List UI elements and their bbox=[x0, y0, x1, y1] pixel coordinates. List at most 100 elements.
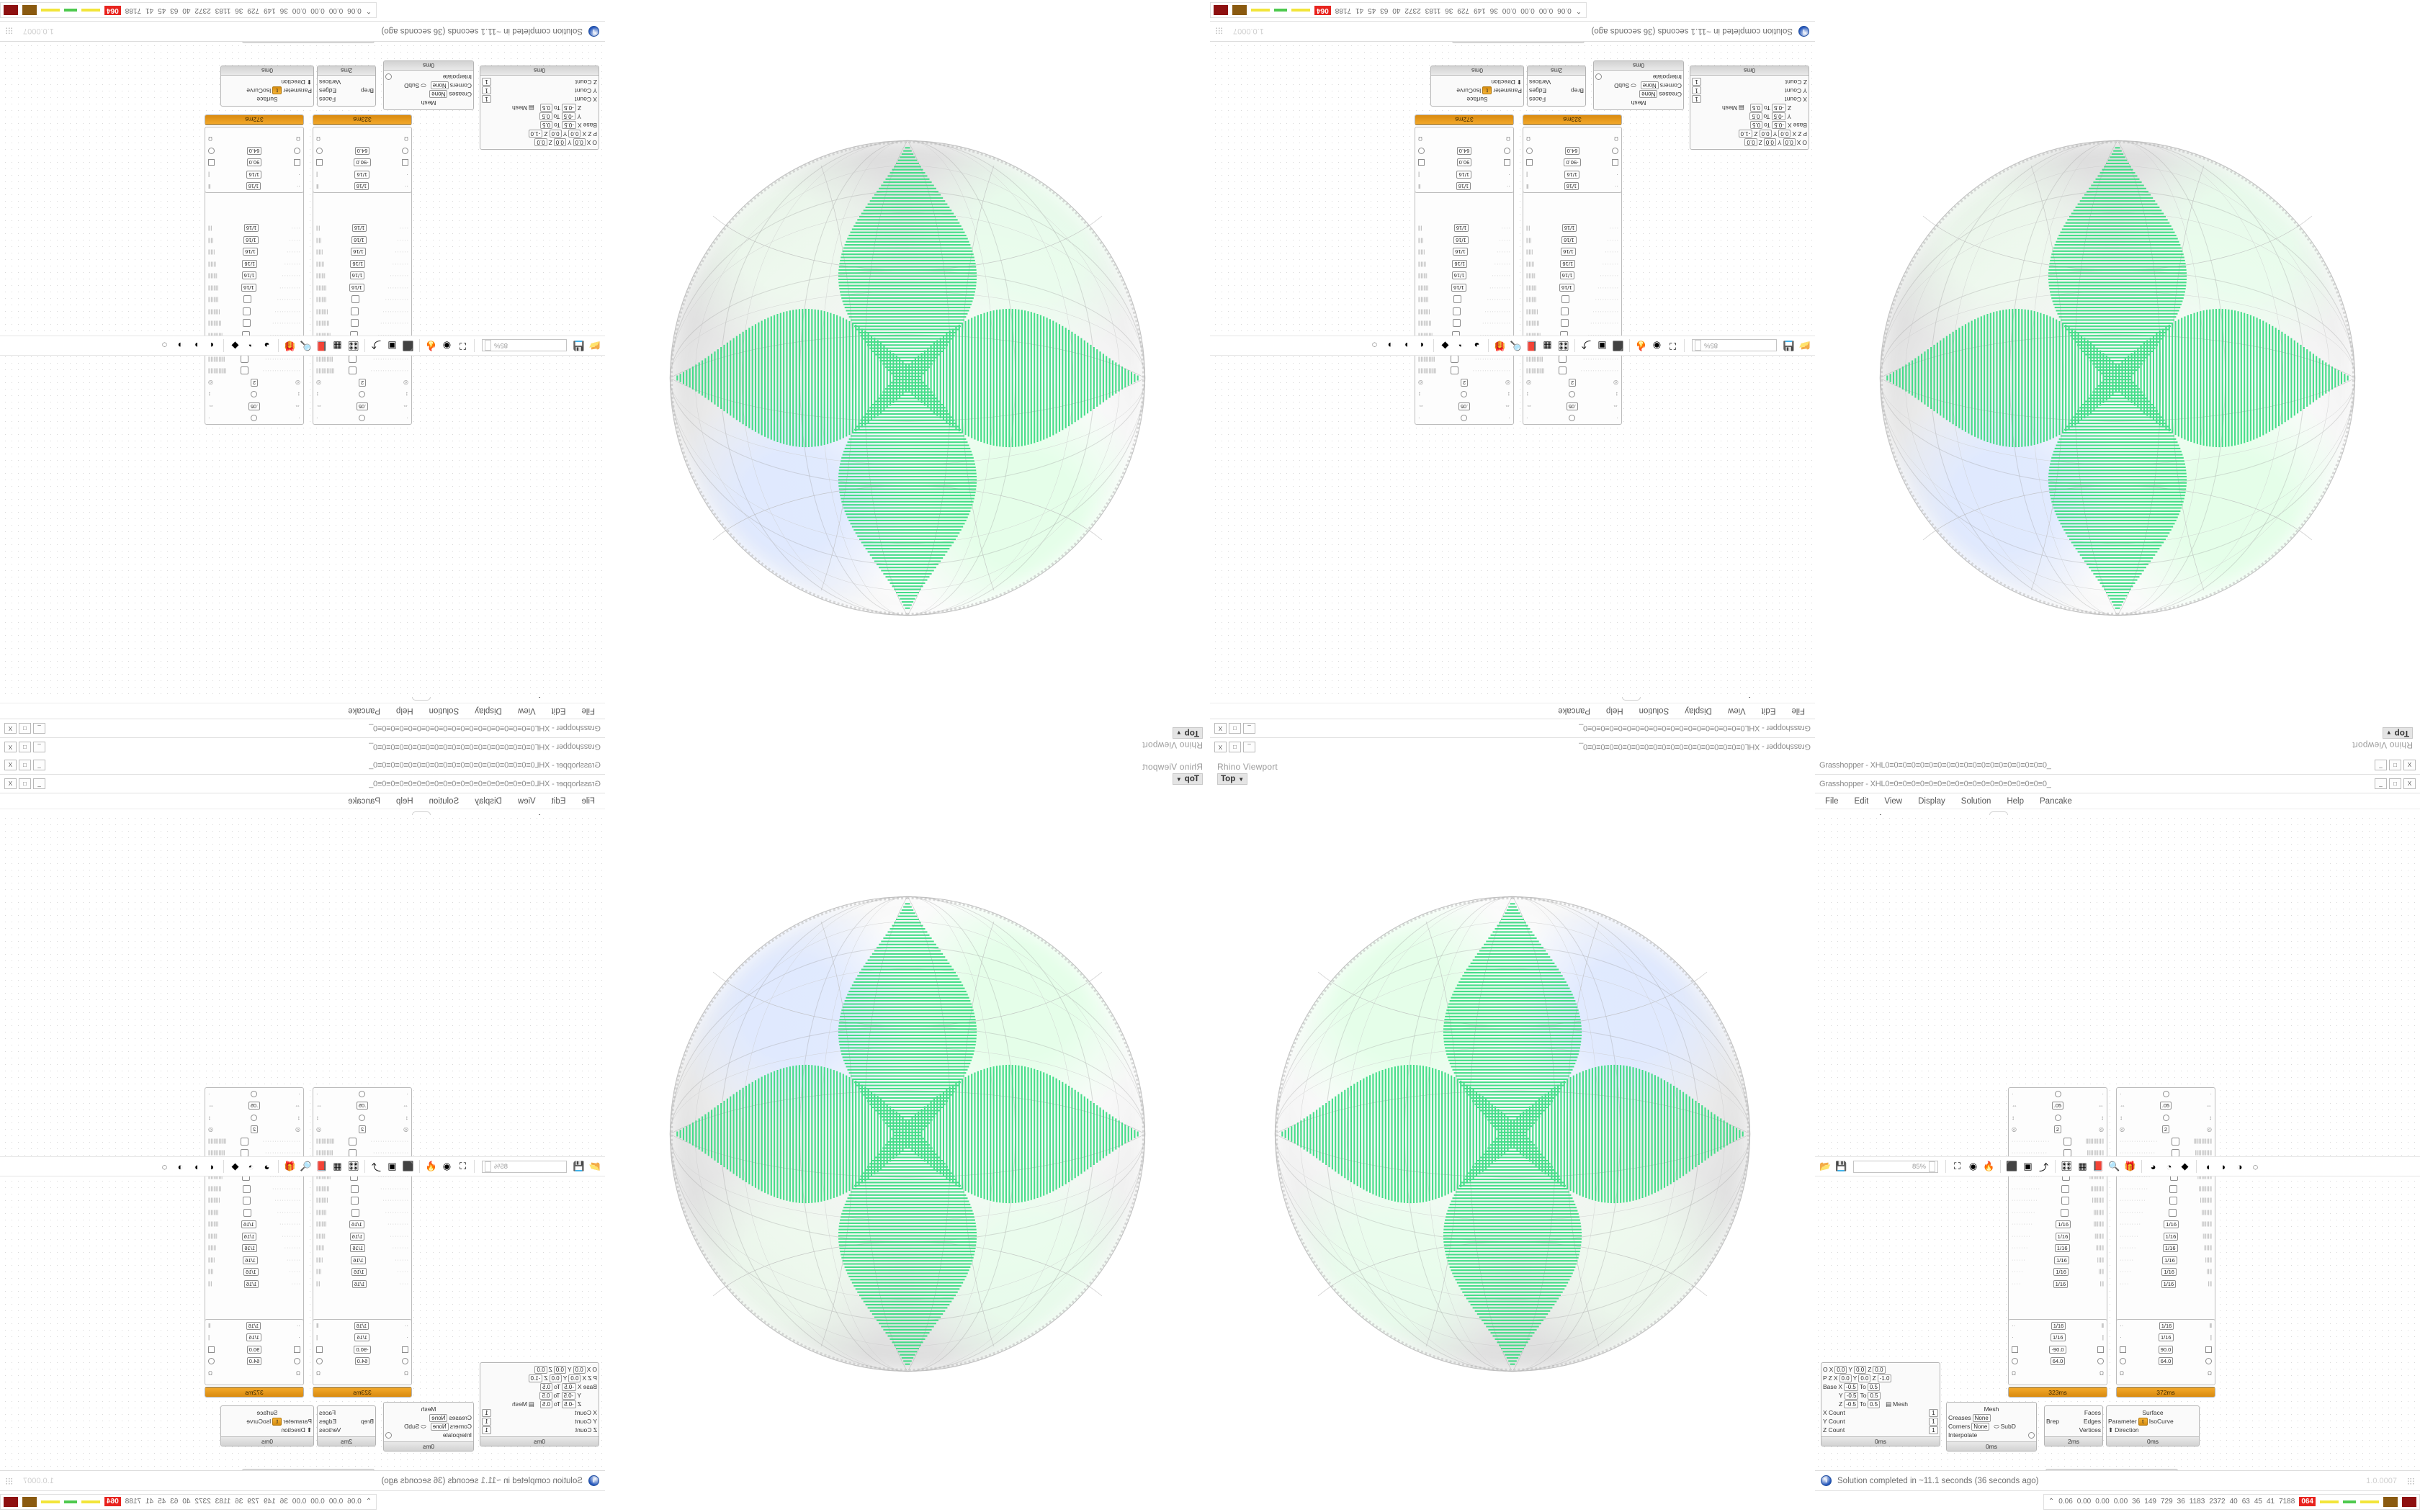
tall-toggle-4[interactable] bbox=[350, 319, 359, 328]
panel-a-count[interactable]: 64.0 bbox=[354, 1357, 370, 1366]
tall-step-1[interactable]: .05 bbox=[356, 1102, 369, 1110]
tall-frac-1[interactable]: 1/16 bbox=[2055, 1232, 2071, 1241]
tall-toggle-6[interactable] bbox=[351, 1208, 360, 1217]
box-count-y[interactable]: 1 bbox=[482, 1417, 491, 1426]
tall-circle-0[interactable] bbox=[2054, 1090, 2061, 1097]
maximize-icon[interactable]: □ bbox=[1229, 742, 1241, 752]
box-p-z[interactable]: -1.0 bbox=[528, 1374, 543, 1382]
tall-toggle-4[interactable] bbox=[2169, 1184, 2178, 1193]
collapse-chevron-icon[interactable]: ⌃ bbox=[2048, 1498, 2055, 1506]
shade-red-icon[interactable]: ◆ bbox=[231, 341, 239, 351]
remote-panel-icon[interactable]: 🎛 bbox=[1557, 341, 1569, 351]
tall-frac-1[interactable]: 1/16 bbox=[349, 1232, 365, 1241]
menu-item-view[interactable]: View bbox=[517, 706, 536, 716]
tall-toggle-5[interactable] bbox=[1561, 307, 1569, 315]
mesh-green-icon[interactable]: ◗ bbox=[2220, 1161, 2227, 1172]
tall-toggle-6[interactable] bbox=[1561, 295, 1570, 304]
minimize-icon[interactable]: _ bbox=[1243, 742, 1255, 752]
panel-b-footer[interactable]: ·· 1/16 ‖ · 1/16 | 90.0 bbox=[205, 1319, 304, 1385]
save-disk-icon[interactable]: 💾 bbox=[1835, 1161, 1847, 1171]
subd-corners-value[interactable]: None bbox=[430, 1422, 449, 1431]
tall-frac-5[interactable]: 1/16 bbox=[2053, 1279, 2069, 1288]
menu-item-display[interactable]: Display bbox=[1918, 796, 1945, 806]
tall-toggle-6[interactable] bbox=[243, 295, 252, 304]
viewport-view-dropdown[interactable]: Top ▼ bbox=[2382, 727, 2413, 739]
subd-interpolate-toggle[interactable] bbox=[385, 1431, 392, 1439]
collapse-chevron-icon[interactable]: ⌃ bbox=[365, 1498, 372, 1506]
tall-toggle-5[interactable] bbox=[1453, 307, 1461, 315]
tall-toggle-6[interactable] bbox=[2168, 1208, 2177, 1217]
panel-a-frac-1[interactable]: 1/16 bbox=[354, 182, 369, 191]
subd-interpolate-toggle[interactable] bbox=[2028, 1431, 2035, 1439]
maximize-icon-2[interactable]: □ bbox=[2389, 778, 2401, 789]
tall-frac-4[interactable]: 1/16 bbox=[351, 1268, 367, 1277]
menu-item-file[interactable]: File bbox=[1825, 796, 1839, 806]
open-folder-icon[interactable]: 📂 bbox=[1798, 341, 1811, 351]
tall-toggle-6[interactable] bbox=[1453, 295, 1462, 304]
panel-a-angle[interactable]: -90.0 bbox=[2049, 1345, 2066, 1354]
box-dom-x-from[interactable]: -0.5 bbox=[562, 121, 576, 130]
selection-icon[interactable]: ◌ bbox=[161, 340, 168, 351]
panel-b-frac-2[interactable]: 1/16 bbox=[1456, 170, 1472, 179]
remote-panel-icon[interactable]: 🎛 bbox=[347, 1161, 359, 1171]
tall-level-3[interactable]: 2 bbox=[250, 378, 259, 387]
circle-handle-bl[interactable] bbox=[2120, 1358, 2126, 1365]
tall-toggle-4[interactable] bbox=[1452, 319, 1461, 328]
menu-item-help[interactable]: Help bbox=[2007, 796, 2025, 806]
collapse-chevron-icon[interactable]: ⌃ bbox=[1575, 6, 1582, 14]
box-component[interactable]: O X 0.0 Y 0.0 Z 0.0 P Z X bbox=[1690, 66, 1809, 150]
panel-b-count[interactable]: 64.0 bbox=[246, 1357, 262, 1366]
box-p-y[interactable]: 0.0 bbox=[549, 1374, 562, 1382]
grasshopper-canvas[interactable]: · · ⇔ .05 ⇔ ↕ ↕ ◎ 2 ◎ ················ |||… bbox=[0, 815, 605, 1482]
tall-frac-0[interactable]: 1/16 bbox=[2164, 1220, 2179, 1229]
box-dom-z-to[interactable]: 0.5 bbox=[1749, 104, 1763, 112]
shade-red-icon[interactable]: ◆ bbox=[2181, 1161, 2189, 1171]
box-dom-z-to[interactable]: 0.5 bbox=[539, 1400, 553, 1408]
zoom-level-input[interactable]: 85% bbox=[482, 1160, 567, 1173]
minimize-icon[interactable]: _ bbox=[33, 742, 45, 752]
resize-grip[interactable] bbox=[1216, 27, 1223, 35]
zoom-level-input[interactable]: 85% bbox=[1853, 1160, 1938, 1173]
circle-handle-br[interactable] bbox=[2205, 1358, 2212, 1365]
close-icon[interactable]: X bbox=[2403, 760, 2416, 770]
tall-frac-4[interactable]: 1/16 bbox=[243, 1268, 259, 1277]
tall-circle-2[interactable] bbox=[251, 1114, 258, 1121]
menu-item-pancake[interactable]: Pancake bbox=[1558, 706, 1590, 716]
subd-creases-value[interactable]: None bbox=[429, 1413, 448, 1422]
viewport-view-dropdown[interactable]: Top ▼ bbox=[1217, 773, 1248, 785]
mesh-orange-icon[interactable]: ◑ bbox=[177, 1161, 184, 1172]
grasshopper-canvas[interactable]: · · ⇔ .05 ⇔ ↕ ↕ ◎ 2 ◎ ················ |||… bbox=[1815, 815, 2420, 1482]
fit-view-icon[interactable]: ⛶ bbox=[1669, 341, 1677, 351]
tall-step-1[interactable]: .05 bbox=[2051, 1102, 2064, 1110]
bake-icon[interactable]: 🔥 bbox=[425, 1161, 437, 1171]
minimize-icon-2[interactable]: _ bbox=[33, 723, 45, 734]
box-dom-x-to[interactable]: 0.5 bbox=[1867, 1382, 1880, 1391]
menu-item-solution[interactable]: Solution bbox=[1960, 796, 1991, 806]
menu-item-view[interactable]: View bbox=[517, 796, 536, 806]
panel-b-angle[interactable]: 90.0 bbox=[1456, 158, 1472, 167]
tall-frac-4[interactable]: 1/16 bbox=[1453, 235, 1469, 244]
box-dom-y-to[interactable]: 0.5 bbox=[1868, 1391, 1881, 1400]
subd-component[interactable]: Mesh Creases None Corners None ⬭ SubD bbox=[383, 60, 474, 110]
panel-a-angle[interactable]: -90.0 bbox=[1564, 158, 1581, 167]
close-icon[interactable]: X bbox=[4, 760, 17, 770]
tall-circle-0[interactable] bbox=[251, 1090, 258, 1097]
mesh-teal-icon[interactable]: ◖ bbox=[2205, 1161, 2211, 1172]
tall-toggle-1[interactable] bbox=[1559, 354, 1567, 363]
tall-level-3[interactable]: 2 bbox=[358, 1125, 367, 1134]
tall-frac-2[interactable]: 1/16 bbox=[350, 1244, 366, 1253]
tall-circle-0[interactable] bbox=[359, 415, 366, 422]
profiler-icon[interactable]: ⬛ bbox=[402, 341, 414, 351]
panel-b-angle[interactable]: 90.0 bbox=[2158, 1345, 2174, 1354]
close-icon-2[interactable]: X bbox=[4, 778, 17, 789]
circle-handle-l[interactable] bbox=[2012, 1358, 2018, 1365]
tall-frac-3[interactable]: 1/16 bbox=[351, 248, 366, 256]
grasshopper-toolbar[interactable]: 📂 💾 85% ⛶ ◉ 🔥 ⬛ ▣ ⤴ 🎛 ▦ bbox=[0, 1156, 605, 1176]
grasshopper-toolbar[interactable]: 📂 💾 85% ⛶ ◉ 🔥 ⬛ ▣ ⤴ 🎛 ▦ bbox=[1210, 336, 1815, 356]
box-component[interactable]: O X 0.0 Y 0.0 Z 0.0 P Z X bbox=[480, 1362, 599, 1446]
isocurve-component[interactable]: Surface Parameter t IsoCurve ⬆ Direction bbox=[1430, 66, 1524, 107]
tall-toggle-0[interactable] bbox=[1558, 366, 1567, 375]
tall-level-3[interactable]: 2 bbox=[250, 1125, 259, 1134]
minimize-icon-2[interactable]: _ bbox=[2375, 778, 2387, 789]
brep-component[interactable]: Faces Brep Edges Vertices 2ms bbox=[317, 1405, 376, 1446]
